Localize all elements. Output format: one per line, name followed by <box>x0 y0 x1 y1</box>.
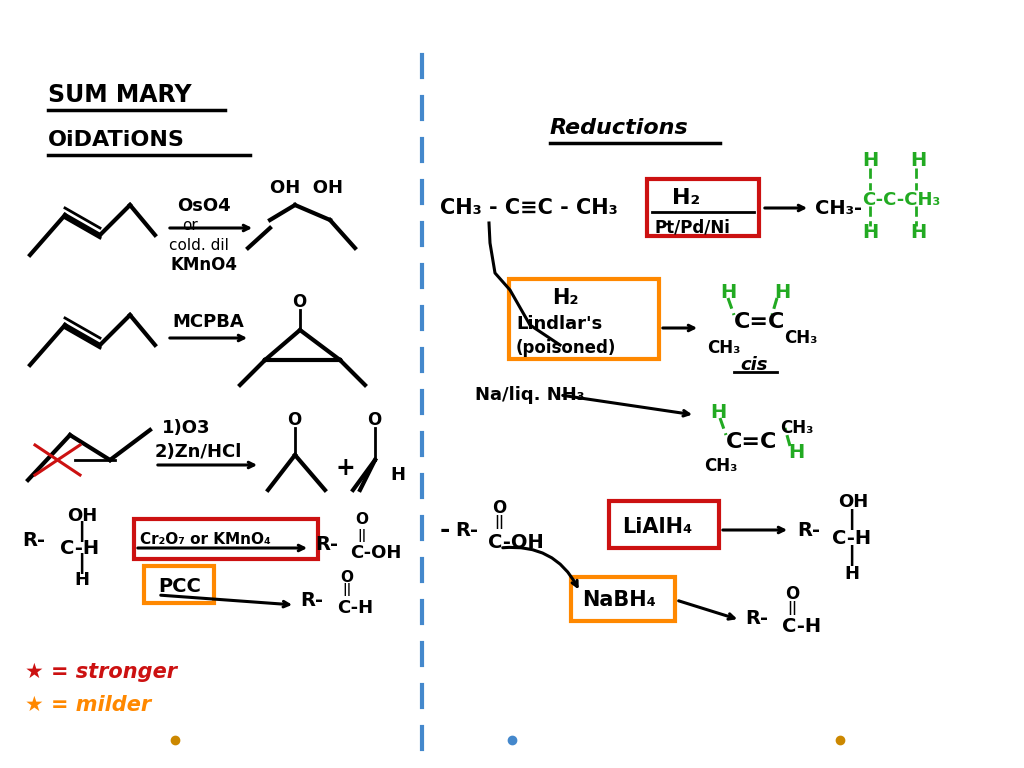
Text: OH: OH <box>838 493 868 511</box>
Text: -: - <box>440 518 451 542</box>
Text: O: O <box>492 499 506 517</box>
Text: O: O <box>355 512 368 528</box>
Text: or: or <box>182 219 198 233</box>
Text: H₂: H₂ <box>552 288 579 308</box>
Text: Reductions: Reductions <box>550 118 689 138</box>
Text: 2)Zn/HCl: 2)Zn/HCl <box>155 443 243 461</box>
Text: +: + <box>335 456 354 480</box>
Text: |: | <box>77 554 85 574</box>
FancyBboxPatch shape <box>134 519 318 559</box>
Text: R-: R- <box>300 591 323 611</box>
Text: H: H <box>390 466 406 484</box>
Text: |: | <box>77 521 85 542</box>
Text: H: H <box>910 151 927 170</box>
Text: ||: || <box>357 528 367 541</box>
Text: OH: OH <box>67 507 97 525</box>
Text: cold. dil: cold. dil <box>169 239 229 253</box>
Text: CH₃: CH₃ <box>707 339 740 357</box>
Text: Pt/Pd/Ni: Pt/Pd/Ni <box>655 219 731 237</box>
Text: O: O <box>340 570 353 584</box>
Text: (poisoned): (poisoned) <box>516 339 616 357</box>
Text: H: H <box>844 565 859 583</box>
Text: ||: || <box>787 601 797 615</box>
FancyBboxPatch shape <box>571 577 675 621</box>
Text: H: H <box>74 571 89 589</box>
Text: C-H: C-H <box>831 528 871 548</box>
Text: O: O <box>785 585 800 603</box>
Text: R-: R- <box>22 531 45 549</box>
Text: H: H <box>862 151 879 170</box>
Text: H₂: H₂ <box>672 188 700 208</box>
Text: ★ = milder: ★ = milder <box>25 695 152 715</box>
Text: H: H <box>788 442 804 462</box>
Text: PCC: PCC <box>158 577 201 595</box>
Text: CH₃ - C≡C - CH₃: CH₃ - C≡C - CH₃ <box>440 198 617 218</box>
Text: Lindlar's: Lindlar's <box>516 315 602 333</box>
Text: SUM MARY: SUM MARY <box>48 83 191 107</box>
Text: O: O <box>367 411 381 429</box>
Text: |: | <box>847 545 855 567</box>
Text: Cr₂O₇ or KMnO₄: Cr₂O₇ or KMnO₄ <box>140 532 270 548</box>
Text: R-: R- <box>797 521 820 539</box>
FancyBboxPatch shape <box>144 566 214 603</box>
Text: CH₃: CH₃ <box>705 457 737 475</box>
Text: C-H: C-H <box>782 617 821 635</box>
Text: ★ = stronger: ★ = stronger <box>25 662 177 682</box>
Text: O: O <box>292 293 306 311</box>
Text: H: H <box>862 223 879 241</box>
Text: cis: cis <box>740 356 768 374</box>
Text: C=C: C=C <box>734 312 785 332</box>
Text: ||: || <box>494 515 504 529</box>
Text: C=C: C=C <box>726 432 777 452</box>
Text: OH  OH: OH OH <box>270 179 343 197</box>
Text: CH₃: CH₃ <box>784 329 817 347</box>
Text: R-: R- <box>745 608 768 627</box>
Text: ||: || <box>342 584 351 597</box>
Text: CH₃-: CH₃- <box>815 198 862 217</box>
FancyBboxPatch shape <box>509 279 659 359</box>
Text: C-C-CH₃: C-C-CH₃ <box>862 191 940 209</box>
Text: |: | <box>847 509 855 531</box>
Text: H: H <box>720 283 736 302</box>
Text: H: H <box>910 223 927 241</box>
Text: R-: R- <box>315 535 338 554</box>
Text: C-H: C-H <box>60 538 99 558</box>
Text: OiDATiONS: OiDATiONS <box>48 130 185 150</box>
Text: O: O <box>287 411 301 429</box>
Text: 1)O3: 1)O3 <box>162 419 211 437</box>
Text: Na/liq. NH₃: Na/liq. NH₃ <box>475 386 585 404</box>
Text: CH₃: CH₃ <box>780 419 813 437</box>
Text: H: H <box>710 402 726 422</box>
Text: C-OH: C-OH <box>488 532 544 551</box>
Text: KMnO4: KMnO4 <box>171 256 238 274</box>
Text: C-H: C-H <box>337 599 373 617</box>
Text: C-OH: C-OH <box>350 544 401 562</box>
Text: OsO4: OsO4 <box>177 197 230 215</box>
Text: MCPBA: MCPBA <box>172 313 244 331</box>
Text: LiAlH₄: LiAlH₄ <box>622 517 692 537</box>
FancyBboxPatch shape <box>609 501 719 548</box>
Text: NaBH₄: NaBH₄ <box>582 590 656 610</box>
Text: H: H <box>774 283 791 302</box>
FancyBboxPatch shape <box>647 179 759 236</box>
Text: R-: R- <box>455 521 478 539</box>
